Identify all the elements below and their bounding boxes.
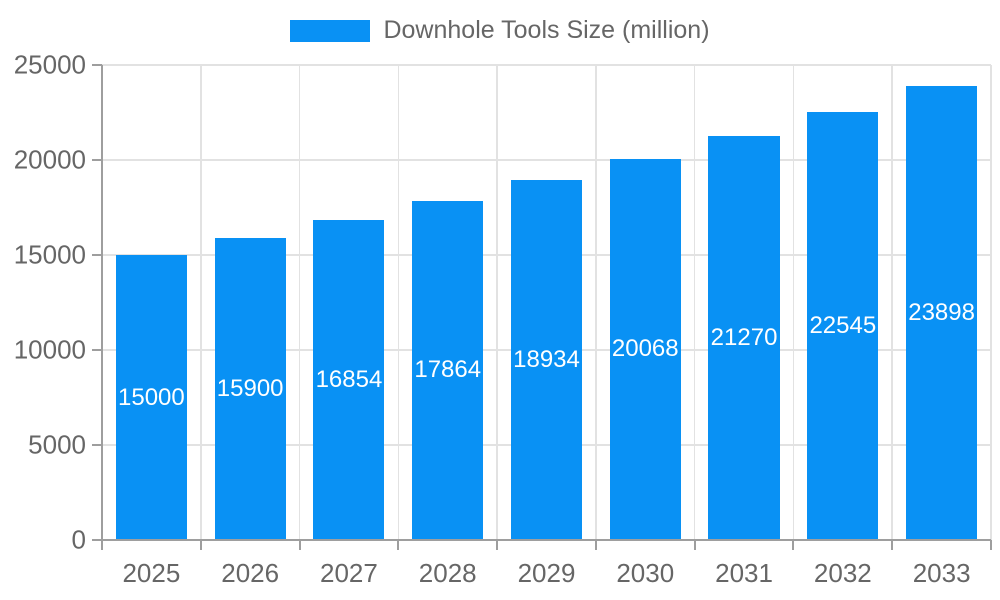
y-axis-line — [101, 65, 103, 541]
gridline-vertical — [397, 65, 400, 540]
y-axis-label: 0 — [71, 524, 86, 555]
bar-2029[interactable] — [510, 180, 583, 540]
bar-value-label: 20068 — [611, 335, 679, 363]
x-axis-label: 2025 — [122, 558, 181, 588]
bar-2027[interactable] — [313, 219, 385, 540]
y-axis-label: 5000 — [28, 429, 86, 460]
gridline-vertical — [298, 65, 301, 540]
bar-2025[interactable] — [115, 255, 187, 540]
y-axis-label: 20000 — [13, 144, 86, 175]
bar-value-label: 16854 — [315, 365, 383, 393]
x-axis-tick — [496, 540, 499, 550]
bar-value-label: 18934 — [513, 346, 580, 374]
legend-swatch — [290, 19, 371, 42]
bar-value-label: 15900 — [216, 374, 284, 402]
x-axis-tick — [990, 540, 992, 550]
y-axis-tick — [92, 444, 102, 446]
gridline-horizontal — [102, 159, 991, 161]
gridline-vertical — [595, 65, 597, 540]
x-axis-label: 2026 — [221, 558, 280, 588]
gridline-vertical — [891, 65, 893, 540]
x-axis-label: 2030 — [616, 558, 675, 588]
x-axis-label: 2028 — [418, 558, 477, 588]
y-axis-tick — [92, 254, 102, 256]
x-axis-tick — [298, 540, 301, 550]
x-axis-label: 2031 — [715, 558, 773, 588]
x-axis-label: 2032 — [813, 558, 872, 588]
y-axis-label: 25000 — [13, 49, 86, 80]
x-axis-label: 2027 — [320, 558, 378, 588]
x-axis-tick — [693, 540, 696, 550]
x-axis-label: 2033 — [912, 558, 971, 588]
bar-value-label: 17864 — [414, 356, 482, 384]
x-axis-tick — [397, 540, 400, 550]
x-axis-tick — [891, 540, 894, 550]
y-axis-tick — [92, 349, 102, 351]
legend-item[interactable]: Downhole Tools Size (million) — [0, 16, 1000, 45]
gridline-horizontal — [102, 64, 991, 66]
bar-2026[interactable] — [214, 237, 286, 540]
bar-value-label: 15000 — [118, 383, 185, 411]
bar-2032[interactable] — [807, 111, 879, 540]
y-axis-tick — [92, 159, 102, 161]
y-axis-label: 15000 — [13, 239, 86, 270]
bar-value-label: 23898 — [908, 298, 975, 326]
legend-label: Downhole Tools Size (million) — [383, 16, 710, 44]
bar-value-label: 21270 — [710, 323, 778, 351]
y-axis-label: 10000 — [13, 334, 86, 365]
bar-2030[interactable] — [609, 158, 681, 540]
x-axis-label: 2029 — [517, 558, 576, 588]
gridline-vertical — [693, 65, 696, 540]
x-axis-tick — [792, 540, 795, 550]
bar-value-label: 22545 — [809, 311, 877, 339]
x-axis-line — [92, 539, 991, 541]
x-axis-tick — [594, 540, 597, 550]
gridline-vertical — [200, 65, 202, 540]
bar-2033[interactable] — [906, 85, 978, 540]
bar-2031[interactable] — [708, 135, 780, 540]
x-axis-tick — [199, 540, 202, 550]
gridline-vertical — [990, 65, 992, 540]
gridline-vertical — [792, 65, 795, 540]
bar-2028[interactable] — [412, 200, 484, 540]
x-axis-tick — [101, 540, 103, 550]
gridline-vertical — [496, 65, 498, 540]
y-axis-tick — [92, 64, 102, 66]
